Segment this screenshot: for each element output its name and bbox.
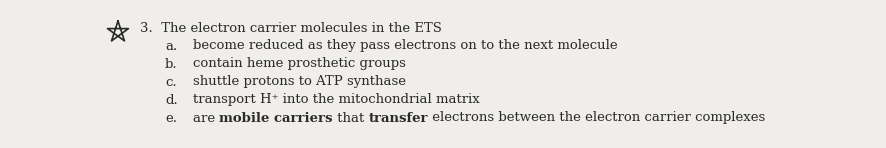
Text: are: are [193, 111, 220, 124]
Text: mobile carriers: mobile carriers [220, 111, 333, 124]
Text: e.: e. [165, 111, 177, 124]
Text: electrons between the electron carrier complexes: electrons between the electron carrier c… [428, 111, 766, 124]
Text: shuttle protons to ATP synthase: shuttle protons to ATP synthase [193, 75, 406, 89]
Text: contain heme prosthetic groups: contain heme prosthetic groups [193, 58, 406, 70]
Text: a.: a. [165, 40, 177, 53]
Text: c.: c. [165, 75, 176, 89]
Text: b.: b. [165, 58, 177, 70]
Text: transfer: transfer [369, 111, 428, 124]
Text: become reduced as they pass electrons on to the next molecule: become reduced as they pass electrons on… [193, 40, 618, 53]
Text: that: that [333, 111, 369, 124]
Text: transport H⁺ into the mitochondrial matrix: transport H⁺ into the mitochondrial matr… [193, 94, 479, 107]
Text: 3.  The electron carrier molecules in the ETS: 3. The electron carrier molecules in the… [140, 21, 442, 34]
Text: d.: d. [165, 94, 178, 107]
